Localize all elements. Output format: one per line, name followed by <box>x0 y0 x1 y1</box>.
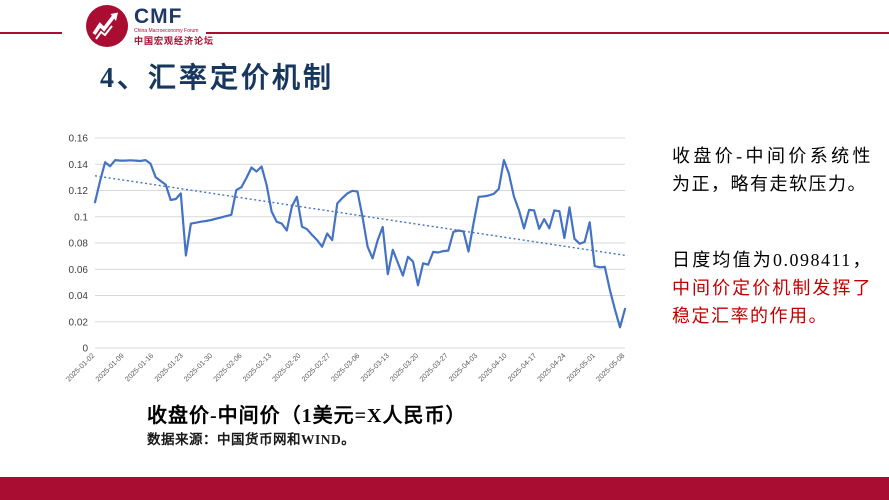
x-tick-label: 2025-04-03 <box>447 351 479 383</box>
commentary-paragraph-1: 收盘价-中间价系统性为正，略有走软压力。 <box>672 146 872 194</box>
x-tick-label: 2025-03-13 <box>358 351 390 383</box>
cmf-logo: CMF China Macroeconomy Forum 中国宏观经济论坛 <box>86 3 213 47</box>
y-tick-label: 0 <box>82 344 88 355</box>
x-tick-label: 2025-03-06 <box>329 351 361 383</box>
header-rule-right <box>206 32 889 34</box>
logo-chinese-name: 中国宏观经济论坛 <box>134 36 215 46</box>
x-tick-label: 2025-01-23 <box>152 351 184 383</box>
x-tick-label: 2025-04-10 <box>476 351 508 383</box>
trendline <box>94 175 626 257</box>
logo-acronym: CMF <box>134 5 183 28</box>
commentary-mean-value-text: 日度均值为0.098411， <box>672 250 872 270</box>
x-tick-label: 2025-04-17 <box>506 351 538 383</box>
series-line <box>93 158 627 329</box>
y-tick-label: 0.06 <box>69 265 89 276</box>
footer-bar <box>0 477 889 500</box>
x-tick-label: 2025-04-24 <box>535 351 567 383</box>
x-tick-label: 2025-05-01 <box>565 351 597 383</box>
x-tick-label: 2025-03-20 <box>388 351 420 383</box>
x-tick-label: 2025-02-06 <box>211 351 243 383</box>
commentary-highlight-text: 中间价定价机制发挥了稳定汇率的作用。 <box>672 278 872 326</box>
commentary-paragraph-2: 日度均值为0.098411， 中间价定价机制发挥了稳定汇率的作用。 <box>672 246 872 330</box>
x-tick-label: 2025-01-30 <box>182 351 214 383</box>
chart-source-note: 数据来源：中国货币网和WIND。 <box>147 432 356 447</box>
y-tick-label: 0.04 <box>69 291 89 302</box>
x-tick-label: 2025-01-09 <box>93 351 125 383</box>
x-tick-label: 2025-05-08 <box>594 351 626 383</box>
page-title: 4、汇率定价机制 <box>100 63 335 94</box>
chart-caption: 收盘价-中间价（1美元=X人民币） <box>147 405 467 427</box>
cmf-logo-icon <box>86 5 128 47</box>
x-tick-label: 2025-01-02 <box>64 351 96 383</box>
y-tick-label: 0.08 <box>69 239 89 250</box>
exchange-rate-chart: 0 0.02 0.04 0.06 0.08 0.1 0.12 0.14 0.16 2025-01-… <box>57 128 667 393</box>
y-tick-label: 0.1 <box>74 212 88 223</box>
y-tick-label: 0.16 <box>69 134 89 145</box>
y-tick-label: 0.12 <box>69 186 89 197</box>
x-tick-label: 2025-01-16 <box>123 351 155 383</box>
y-tick-label: 0.14 <box>69 160 89 171</box>
x-tick-label: 2025-02-27 <box>300 351 332 383</box>
exchange-rate-chart-svg: 0 0.02 0.04 0.06 0.08 0.1 0.12 0.14 0.16 2025-01-… <box>64 134 627 384</box>
x-tick-label: 2025-03-27 <box>417 351 449 383</box>
y-tick-label: 0.02 <box>69 317 89 328</box>
x-tick-label: 2025-02-20 <box>270 351 302 383</box>
logo-english-name: China Macroeconomy Forum <box>134 28 199 34</box>
x-tick-label: 2025-02-13 <box>241 351 273 383</box>
header-rule-left <box>0 32 62 34</box>
